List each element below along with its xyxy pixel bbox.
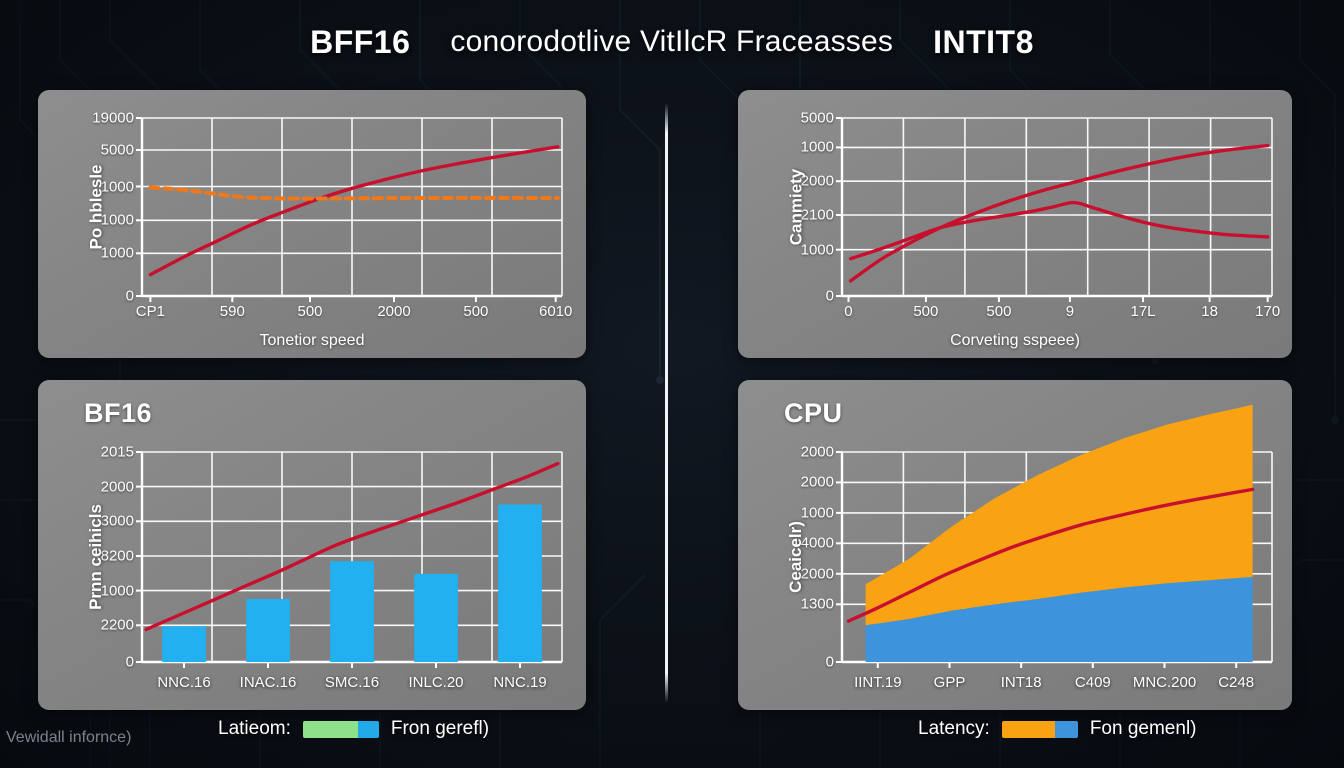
header-left-label: BFF16 bbox=[310, 23, 411, 60]
bar-3[interactable] bbox=[414, 573, 458, 662]
x-axis-label: Corveting sspeee) bbox=[950, 332, 1080, 349]
xtick-label: 500 bbox=[297, 303, 323, 320]
y-axis-label: Po hblesle bbox=[86, 164, 106, 250]
bar-1[interactable] bbox=[246, 599, 290, 662]
x-axis-label: Tonetior speed bbox=[259, 332, 365, 349]
ytick-label: 0 bbox=[825, 287, 834, 305]
xtick-label: 2000 bbox=[377, 303, 411, 320]
legend-left-trailing: Fron gerefl) bbox=[390, 718, 490, 739]
xtick-label: 500 bbox=[913, 303, 939, 320]
ytick-label: 2000 bbox=[800, 443, 834, 461]
plot-svg-top-right bbox=[836, 117, 1273, 302]
category-label: INT18 bbox=[1000, 674, 1042, 691]
plot-area-top-left: 19000 5000 1000 1000 1000 0 CP1 590 500 2000 500 60… bbox=[92, 110, 572, 321]
plot-svg-bottom-left bbox=[136, 451, 563, 668]
ytick-label: 1000 bbox=[800, 138, 834, 156]
footnote-text: Vewidall infornce) bbox=[6, 729, 132, 746]
plot-svg-bottom-right bbox=[836, 404, 1273, 668]
chart-panel-bottom-left[interactable]: BF16 2015 2000 3000 8200 1000 2200 0 NNC.16 INAC.… bbox=[38, 380, 586, 710]
legend-left: Latieom: Fron gerefl) bbox=[218, 718, 489, 740]
category-label: INLC.20 bbox=[408, 674, 464, 691]
bar-0[interactable] bbox=[162, 626, 206, 662]
ytick-label: 5000 bbox=[100, 141, 134, 159]
ytick-label: 19000 bbox=[92, 109, 134, 127]
category-label: NNC.16 bbox=[157, 674, 211, 691]
legend-right-swatch-a bbox=[1001, 720, 1056, 738]
legend-right-swatches bbox=[1001, 720, 1078, 738]
ytick-label: 0 bbox=[125, 653, 134, 671]
legend-right-label: Latency: bbox=[918, 718, 990, 739]
category-label: MNC.200 bbox=[1132, 674, 1197, 691]
gridlines-top-left bbox=[141, 117, 563, 297]
xtick-label: 9 bbox=[1065, 303, 1075, 320]
plot-area-top-right: 5000 1000 2000 2100 1000 0 0 500 500 9 17L 18 170 bbox=[801, 110, 1281, 321]
xtick-label: 0 bbox=[844, 303, 853, 320]
ytick-label: 2015 bbox=[100, 443, 134, 461]
ytick-label: 5000 bbox=[800, 109, 834, 127]
legend-right-swatch-b bbox=[1055, 720, 1078, 738]
chart-panel-top-left[interactable]: 19000 5000 1000 1000 1000 0 CP1 590 500 2000 500 60… bbox=[38, 90, 586, 358]
category-label: INAC.16 bbox=[239, 674, 297, 691]
xtick-label: 500 bbox=[986, 303, 1012, 320]
bar-2[interactable] bbox=[330, 561, 374, 662]
category-label: GPP bbox=[933, 674, 966, 691]
xtick-label: 6010 bbox=[539, 303, 573, 320]
legend-right: Latency: Fon gemenl) bbox=[918, 718, 1197, 740]
chart-title-bottom-left: BF16 bbox=[84, 398, 153, 428]
y-axis-label: Prnn ceihicls bbox=[85, 504, 105, 610]
category-label: SMC.16 bbox=[324, 674, 380, 691]
series-rising-curve bbox=[848, 143, 1270, 283]
bar-4[interactable] bbox=[498, 504, 542, 663]
plot-area-bottom-left: 2015 2000 3000 8200 1000 2200 0 bbox=[101, 444, 563, 671]
legend-left-swatch-a bbox=[302, 720, 358, 738]
xtick-label: 18 bbox=[1201, 303, 1218, 320]
ytick-label: 1000 bbox=[800, 504, 834, 522]
category-label: IINT.19 bbox=[854, 674, 902, 691]
ytick-label: 2000 bbox=[800, 473, 834, 491]
category-label: NNC.19 bbox=[493, 674, 547, 691]
ytick-label: 2200 bbox=[100, 616, 134, 634]
xtick-label: CP1 bbox=[135, 303, 165, 320]
legend-left-swatches bbox=[302, 720, 379, 738]
xtick-label: 170 bbox=[1255, 303, 1281, 320]
xtick-label: 17L bbox=[1130, 303, 1156, 320]
ytick-label: 0 bbox=[825, 653, 834, 671]
xtick-label: 590 bbox=[219, 303, 245, 320]
y-axis-label: Canmiety bbox=[785, 168, 805, 246]
chart-panel-top-right[interactable]: 5000 1000 2000 2100 1000 0 0 500 500 9 17L 18 170 Can… bbox=[738, 90, 1292, 358]
header-right-label: INTIT8 bbox=[933, 23, 1034, 60]
plot-svg-top-left bbox=[136, 117, 563, 302]
chart-panel-bottom-right[interactable]: CPU 2000 2000 1000 4000 2000 1300 0 IINT.19 GPP IN… bbox=[738, 380, 1292, 710]
plot-area-bottom-right: 2000 2000 1000 4000 2000 1300 0 bbox=[801, 404, 1273, 671]
header-center-label: conorodotlive VitIlcR Fraceasses bbox=[450, 25, 894, 58]
ytick-label: 2000 bbox=[100, 478, 134, 496]
ytick-label: 1300 bbox=[800, 595, 834, 613]
legend-right-trailing: Fon gemenl) bbox=[1089, 718, 1197, 739]
chart-title-bottom-right: CPU bbox=[784, 398, 843, 428]
vertical-divider bbox=[665, 103, 668, 703]
category-label: C248 bbox=[1218, 674, 1255, 691]
y-axis-label: Ceaicelr) bbox=[785, 521, 805, 593]
xtick-label: 500 bbox=[463, 303, 489, 320]
ytick-label: 0 bbox=[125, 287, 134, 305]
category-label: C409 bbox=[1074, 674, 1111, 691]
legend-left-label: Latieom: bbox=[218, 718, 291, 739]
header-bar: BFF16 conorodotlive VitIlcR Fraceasses I… bbox=[0, 14, 1344, 70]
legend-left-swatch-b bbox=[357, 720, 379, 738]
